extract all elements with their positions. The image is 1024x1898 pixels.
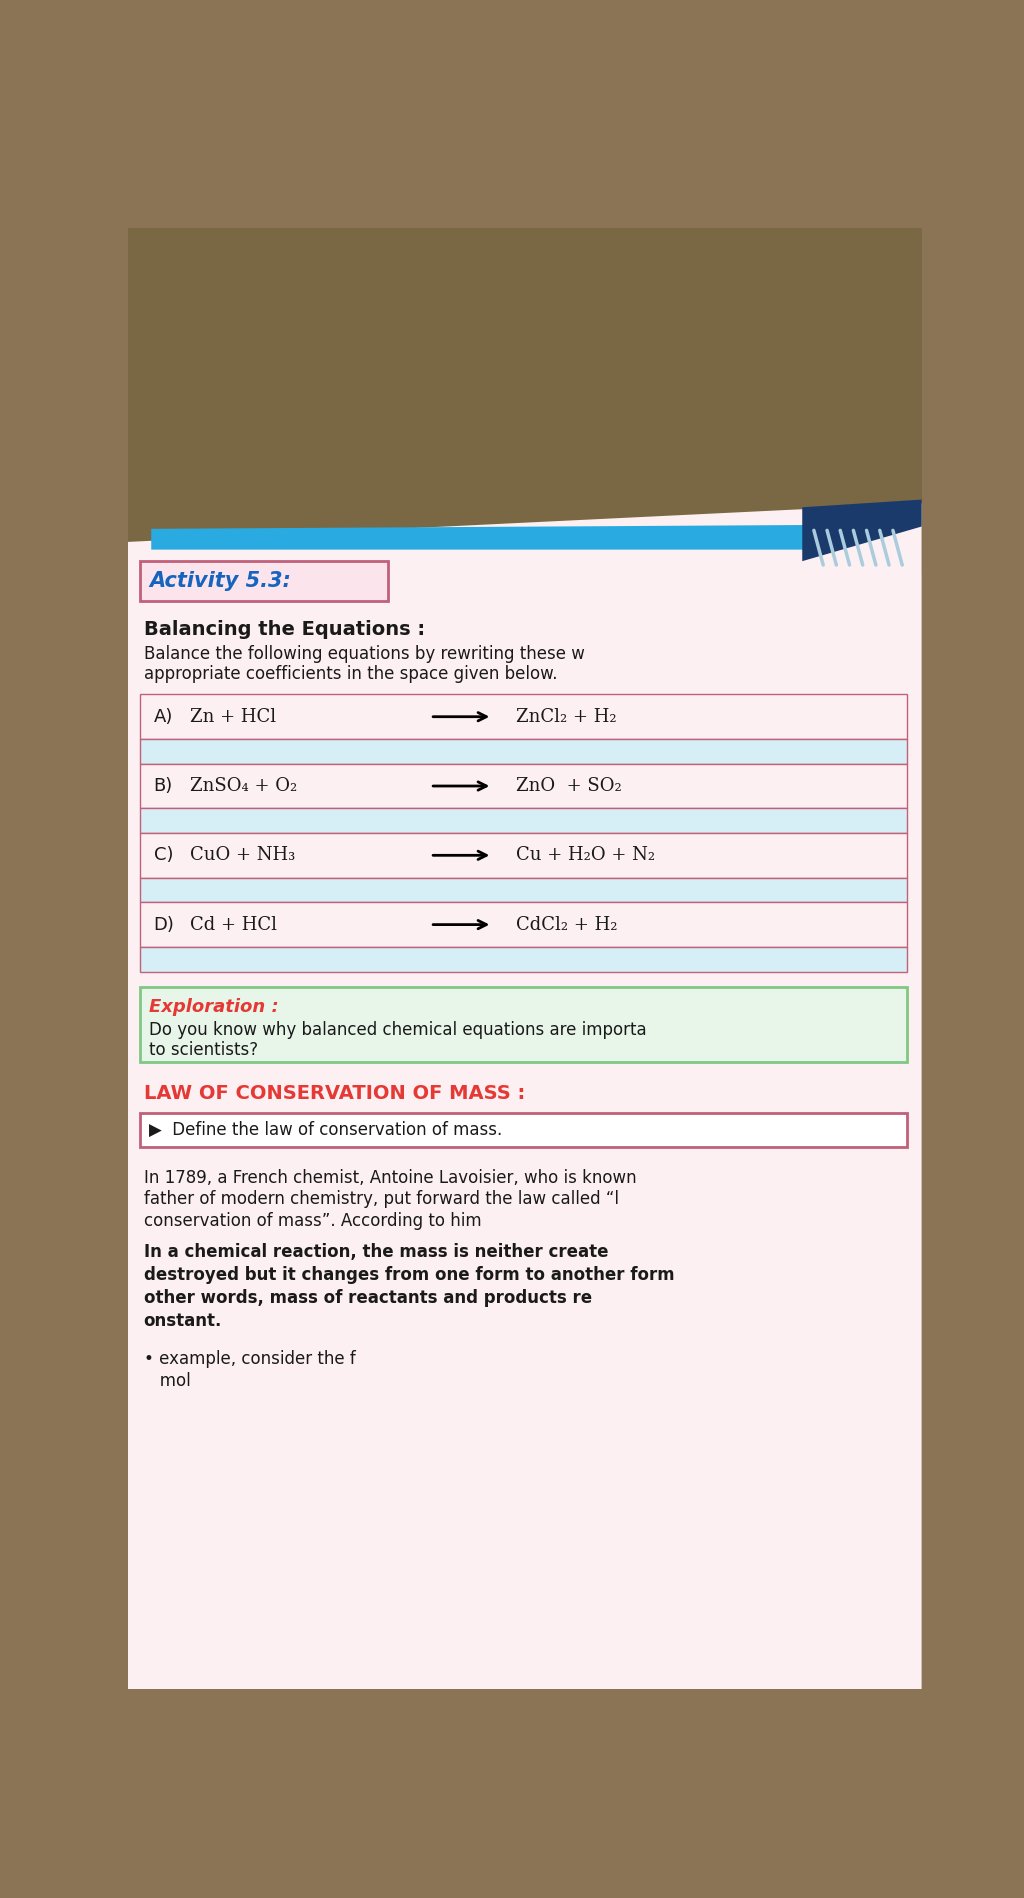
Text: other words, mass of reactants and products re: other words, mass of reactants and produ…: [143, 1289, 592, 1308]
Text: onstant.: onstant.: [143, 1312, 222, 1330]
Bar: [139, 738, 907, 763]
Bar: [139, 562, 388, 602]
Text: LAW OF CONSERVATION OF MASS :: LAW OF CONSERVATION OF MASS :: [143, 1084, 524, 1103]
Bar: [139, 1114, 907, 1146]
Text: A): A): [154, 708, 173, 725]
Polygon shape: [128, 503, 922, 1689]
Text: In 1789, a French chemist, Antoine Lavoisier, who is known: In 1789, a French chemist, Antoine Lavoi…: [143, 1169, 636, 1186]
Text: to scientists?: to scientists?: [148, 1040, 258, 1059]
Text: CuO + NH₃: CuO + NH₃: [190, 847, 295, 864]
Text: ZnSO₄ + O₂: ZnSO₄ + O₂: [190, 776, 297, 795]
Bar: [139, 695, 907, 738]
Text: B): B): [154, 776, 173, 795]
Text: appropriate coefficients in the space given below.: appropriate coefficients in the space gi…: [143, 664, 557, 683]
Text: • example, consider the f: • example, consider the f: [143, 1349, 355, 1368]
Text: Balance the following equations by rewriting these w: Balance the following equations by rewri…: [143, 645, 585, 662]
Text: Exploration :: Exploration :: [148, 998, 279, 1015]
Bar: [128, 228, 922, 573]
Text: ZnO  + SO₂: ZnO + SO₂: [515, 776, 622, 795]
Bar: [139, 947, 907, 972]
Text: Cd + HCl: Cd + HCl: [190, 915, 278, 934]
Text: Zn + HCl: Zn + HCl: [190, 708, 276, 725]
Text: Balancing the Equations :: Balancing the Equations :: [143, 621, 425, 640]
Text: ▶  Define the law of conservation of mass.: ▶ Define the law of conservation of mass…: [148, 1122, 502, 1139]
Text: destroyed but it changes from one form to another form: destroyed but it changes from one form t…: [143, 1266, 674, 1283]
Text: father of modern chemistry, put forward the law called “l: father of modern chemistry, put forward …: [143, 1190, 618, 1209]
Bar: [139, 833, 907, 877]
Polygon shape: [152, 526, 810, 550]
Bar: [139, 877, 907, 902]
Text: CdCl₂ + H₂: CdCl₂ + H₂: [515, 915, 617, 934]
Text: In a chemical reaction, the mass is neither create: In a chemical reaction, the mass is neit…: [143, 1243, 608, 1260]
Bar: [139, 763, 907, 809]
Text: ZnCl₂ + H₂: ZnCl₂ + H₂: [515, 708, 616, 725]
Bar: [139, 987, 907, 1063]
Text: Cu + H₂O + N₂: Cu + H₂O + N₂: [515, 847, 654, 864]
Bar: [139, 902, 907, 947]
Text: mol: mol: [143, 1372, 190, 1389]
Text: conservation of mass”. According to him: conservation of mass”. According to him: [143, 1211, 481, 1230]
Text: D): D): [154, 915, 174, 934]
Text: Do you know why balanced chemical equations are importa: Do you know why balanced chemical equati…: [148, 1021, 646, 1038]
Text: Activity 5.3:: Activity 5.3:: [150, 571, 292, 590]
Text: C): C): [154, 847, 173, 864]
Polygon shape: [802, 499, 922, 562]
Bar: [139, 809, 907, 833]
